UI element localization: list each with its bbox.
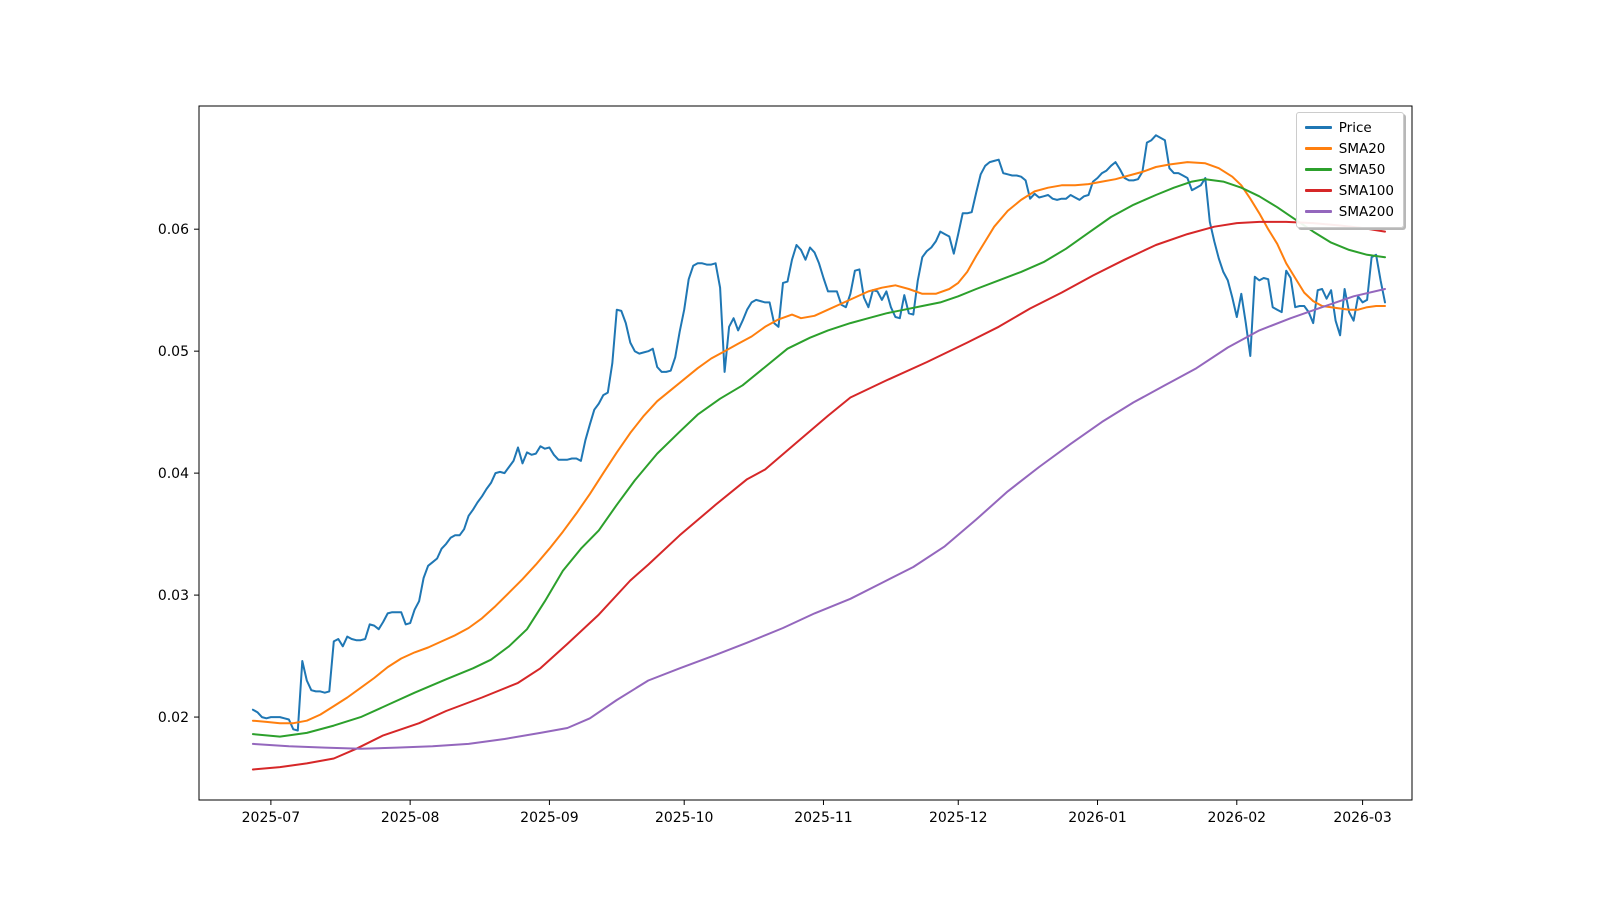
x-tick-label: 2025-08 <box>381 810 440 826</box>
y-tick-label: 0.04 <box>158 466 189 482</box>
x-tick-label: 2025-10 <box>655 810 714 826</box>
legend-label: SMA50 <box>1338 161 1386 178</box>
series-price-line <box>251 134 1386 732</box>
x-tick-label: 2025-07 <box>242 810 301 826</box>
x-tick-label: 2026-01 <box>1068 810 1127 826</box>
x-tick-label: 2025-11 <box>794 810 853 826</box>
y-tick-label: 0.06 <box>158 222 189 238</box>
legend-item-sma20: SMA20 <box>1304 140 1394 157</box>
legend-label: SMA20 <box>1338 140 1386 157</box>
legend-label: SMA200 <box>1338 203 1394 220</box>
y-tick-label: 0.03 <box>158 588 189 604</box>
series-sma100-line <box>251 220 1386 771</box>
y-tick-label: 0.02 <box>158 710 189 726</box>
y-tick-label: 0.05 <box>158 344 189 360</box>
legend-swatch-sma100 <box>1304 189 1332 192</box>
legend-swatch-price <box>1304 126 1332 129</box>
legend-swatch-sma20 <box>1304 147 1332 150</box>
series-sma20-line <box>251 161 1386 725</box>
x-tick-label: 2026-03 <box>1333 810 1392 826</box>
x-tick-label: 2025-12 <box>929 810 988 826</box>
series-sma50-line <box>251 178 1386 738</box>
x-tick-label: 2025-09 <box>520 810 579 826</box>
legend-item-price: Price <box>1304 119 1394 136</box>
legend-label: Price <box>1338 119 1372 136</box>
legend: Price SMA20 SMA50 SMA100 SMA200 <box>1295 112 1404 228</box>
series-sma200-line <box>251 288 1386 750</box>
legend-swatch-sma200 <box>1304 210 1332 213</box>
legend-swatch-sma50 <box>1304 168 1332 171</box>
legend-item-sma50: SMA50 <box>1304 161 1394 178</box>
plot-area-frame <box>198 105 1413 801</box>
legend-item-sma100: SMA100 <box>1304 182 1394 199</box>
x-tick-label: 2026-02 <box>1208 810 1267 826</box>
legend-label: SMA100 <box>1338 182 1394 199</box>
legend-item-sma200: SMA200 <box>1304 203 1394 220</box>
